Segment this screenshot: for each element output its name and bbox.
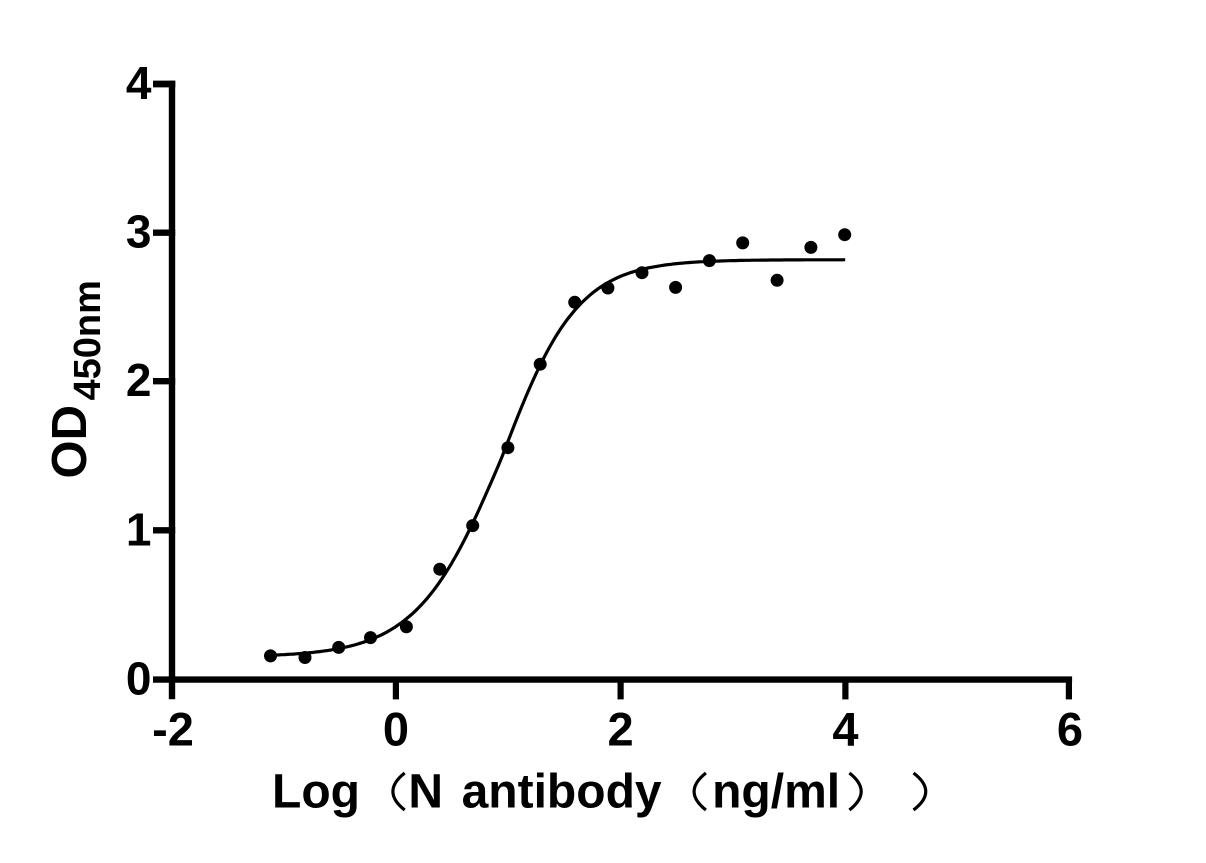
- svg-text:antibody: antibody: [462, 765, 662, 818]
- svg-text:Log: Log: [272, 765, 360, 818]
- svg-text:0: 0: [126, 653, 152, 705]
- svg-text:N: N: [408, 765, 443, 818]
- svg-text:3: 3: [126, 206, 152, 258]
- svg-text:4: 4: [832, 703, 858, 756]
- svg-text:1: 1: [126, 503, 152, 555]
- svg-text:6: 6: [1057, 703, 1083, 756]
- svg-text:-2: -2: [152, 703, 194, 756]
- svg-text:2: 2: [608, 703, 634, 756]
- svg-text:2: 2: [126, 354, 152, 406]
- svg-text:0: 0: [383, 703, 409, 756]
- svg-text:4: 4: [126, 57, 152, 109]
- svg-text:ng/ml: ng/ml: [712, 765, 840, 818]
